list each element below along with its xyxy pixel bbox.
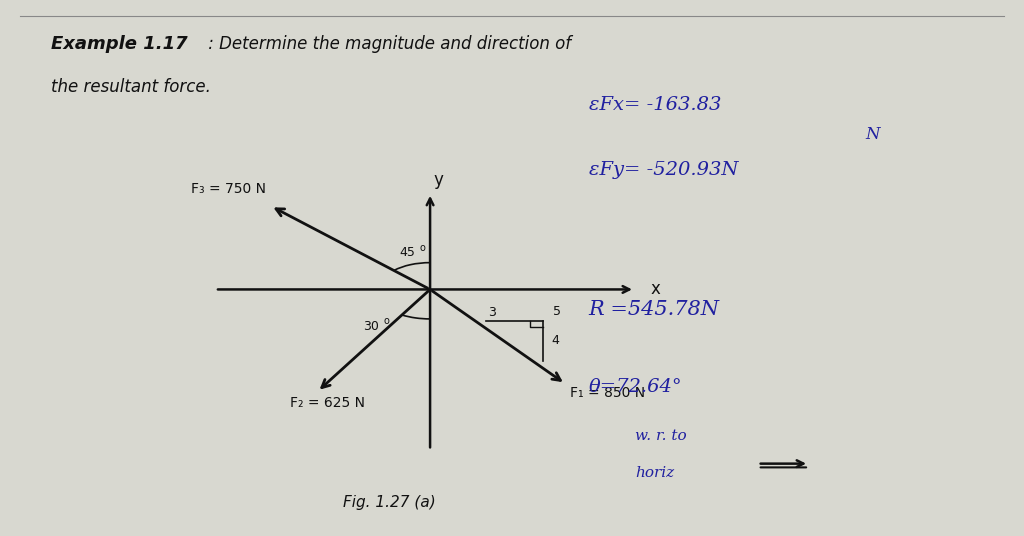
- Text: N: N: [865, 126, 880, 143]
- Text: o: o: [384, 316, 390, 326]
- Text: 3: 3: [487, 306, 496, 319]
- Text: F₃ = 750 N: F₃ = 750 N: [190, 182, 265, 196]
- Text: y: y: [433, 171, 443, 189]
- Text: R =545.78N: R =545.78N: [589, 300, 720, 319]
- Text: εFy= -520.93N: εFy= -520.93N: [589, 161, 738, 179]
- Text: w. r. to: w. r. to: [635, 429, 686, 443]
- Text: εFx= -163.83: εFx= -163.83: [589, 96, 721, 115]
- Text: F₂ = 625 N: F₂ = 625 N: [290, 396, 366, 410]
- Text: Fig. 1.27 (a): Fig. 1.27 (a): [343, 495, 435, 510]
- Text: 45: 45: [399, 246, 416, 259]
- Text: θ=72.64°: θ=72.64°: [589, 378, 682, 396]
- Text: the resultant force.: the resultant force.: [51, 78, 211, 96]
- Text: Example 1.17: Example 1.17: [51, 35, 187, 53]
- Text: x: x: [650, 280, 660, 299]
- Text: F₁ = 850 N: F₁ = 850 N: [570, 386, 645, 400]
- Text: 5: 5: [553, 305, 561, 318]
- Text: o: o: [420, 243, 426, 253]
- Text: 30: 30: [364, 319, 380, 333]
- Text: horiz: horiz: [635, 466, 674, 480]
- Text: : Determine the magnitude and direction of: : Determine the magnitude and direction …: [203, 35, 570, 53]
- Text: 4: 4: [551, 334, 559, 347]
